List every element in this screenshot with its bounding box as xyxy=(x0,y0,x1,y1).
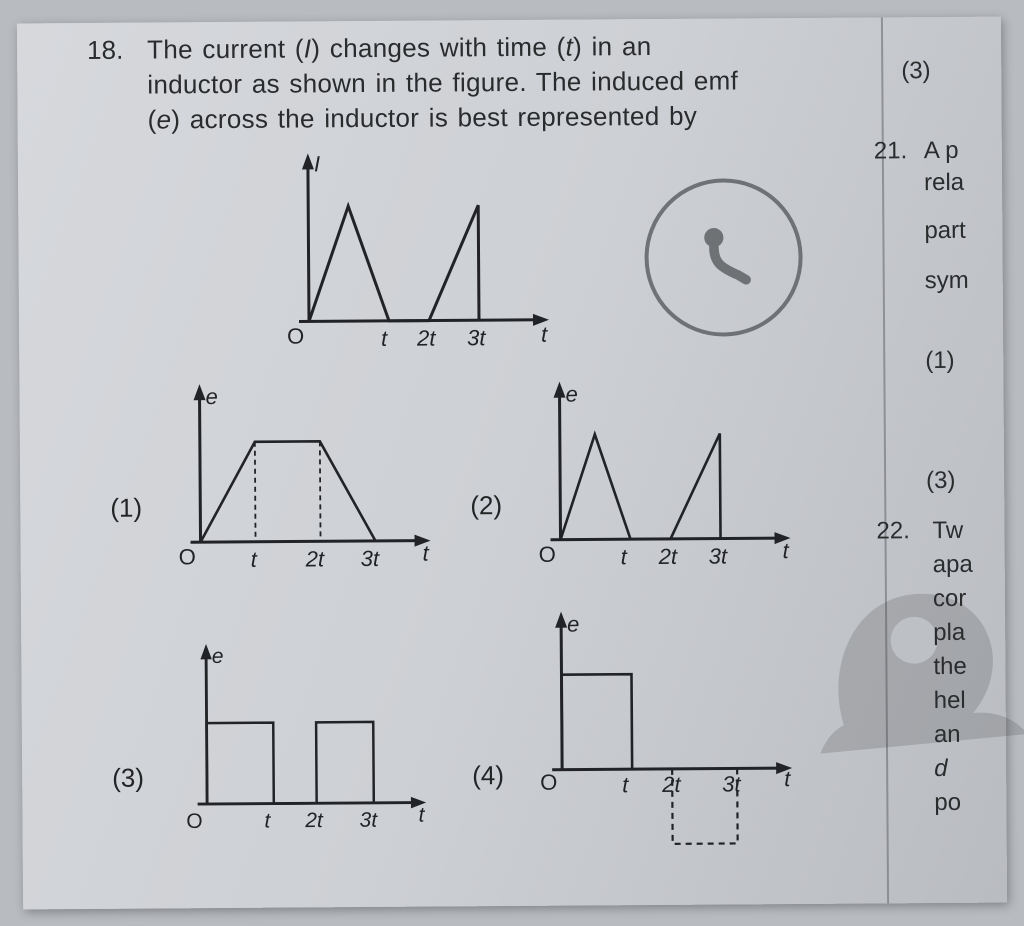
svg-text:O: O xyxy=(179,544,196,569)
rp-22e: the xyxy=(933,653,967,681)
qtext-seg-3: ) in an xyxy=(573,31,652,62)
qtext-italic-e: e xyxy=(156,105,171,135)
rp-21c: part xyxy=(924,217,966,245)
main-xlabel: t xyxy=(541,322,548,347)
svg-text:O: O xyxy=(186,810,202,833)
rp-22f: hel xyxy=(934,687,966,715)
svg-text:e: e xyxy=(205,384,217,409)
stamp-icon xyxy=(644,178,803,337)
svg-text:O: O xyxy=(540,770,557,795)
option3-label: (3) xyxy=(112,763,144,794)
svg-text:t: t xyxy=(381,326,388,351)
svg-text:t: t xyxy=(621,544,628,569)
svg-text:2t: 2t xyxy=(658,544,678,569)
svg-text:t: t xyxy=(622,772,629,797)
qtext-seg-2: ) changes with time ( xyxy=(311,32,565,64)
svg-text:3t: 3t xyxy=(360,809,379,832)
rp-21num: 21. xyxy=(874,137,908,165)
right-partial-column: (3) 21. A p rela part sym (1) (3) 22. Tw… xyxy=(891,17,1007,904)
svg-text:3t: 3t xyxy=(361,546,380,571)
svg-text:3t: 3t xyxy=(722,771,741,796)
page-surface: 18. The current (I) changes with time (t… xyxy=(17,17,1007,910)
rp-22b: apa xyxy=(933,551,973,579)
svg-text:t: t xyxy=(423,541,430,566)
rp-22i: po xyxy=(934,789,961,817)
rp-22num: 22. xyxy=(876,517,910,545)
qtext-line2: inductor as shown in the figure. The ind… xyxy=(147,66,738,100)
svg-text:t: t xyxy=(784,766,791,791)
option1-label: (1) xyxy=(110,493,142,524)
option4-graph: e O t 2t 3t t xyxy=(521,608,803,870)
option3-graph: e O t 2t 3t t xyxy=(161,640,442,842)
rp-22a: Tw xyxy=(932,517,963,545)
rp-22h: d xyxy=(934,755,948,783)
option1-graph: e O t 2t 3t t xyxy=(159,381,440,583)
svg-text:2t: 2t xyxy=(305,546,325,571)
option2-label: (2) xyxy=(470,490,502,521)
svg-text:2t: 2t xyxy=(304,809,324,832)
main-graph: I O t 2t 3t t xyxy=(258,150,559,362)
svg-text:t: t xyxy=(251,547,258,572)
svg-text:3t: 3t xyxy=(467,325,486,350)
rp-3b: (3) xyxy=(926,467,956,495)
svg-text:O: O xyxy=(539,542,556,567)
qtext-seg-1: The current ( xyxy=(147,33,304,64)
rp-22c: cor xyxy=(933,585,967,613)
qtext-seg-4: ( xyxy=(147,105,156,135)
svg-text:t: t xyxy=(419,804,426,827)
svg-text:3t: 3t xyxy=(709,543,728,568)
rp-21a: A p xyxy=(924,137,959,165)
main-ylabel: I xyxy=(314,151,320,176)
option2-graph: e O t 2t 3t t xyxy=(519,378,800,580)
svg-text:e: e xyxy=(565,382,577,407)
question-text: The current (I) changes with time (t) in… xyxy=(147,28,788,138)
svg-text:e: e xyxy=(212,645,224,668)
rp-3a: (3) xyxy=(901,57,931,85)
question-number: 18. xyxy=(87,35,123,66)
rp-1: (1) xyxy=(925,347,955,375)
svg-text:t: t xyxy=(264,809,271,832)
main-origin: O xyxy=(287,323,304,348)
rp-22d: pla xyxy=(933,619,965,647)
qtext-seg-5: ) across the inductor is best represente… xyxy=(171,101,697,135)
rp-21d: sym xyxy=(925,267,969,295)
svg-text:e: e xyxy=(567,612,579,637)
svg-text:2t: 2t xyxy=(416,326,436,351)
option4-label: (4) xyxy=(472,760,504,791)
rp-21b: rela xyxy=(924,169,964,197)
svg-text:2t: 2t xyxy=(661,772,681,797)
rp-22g: an xyxy=(934,721,961,749)
